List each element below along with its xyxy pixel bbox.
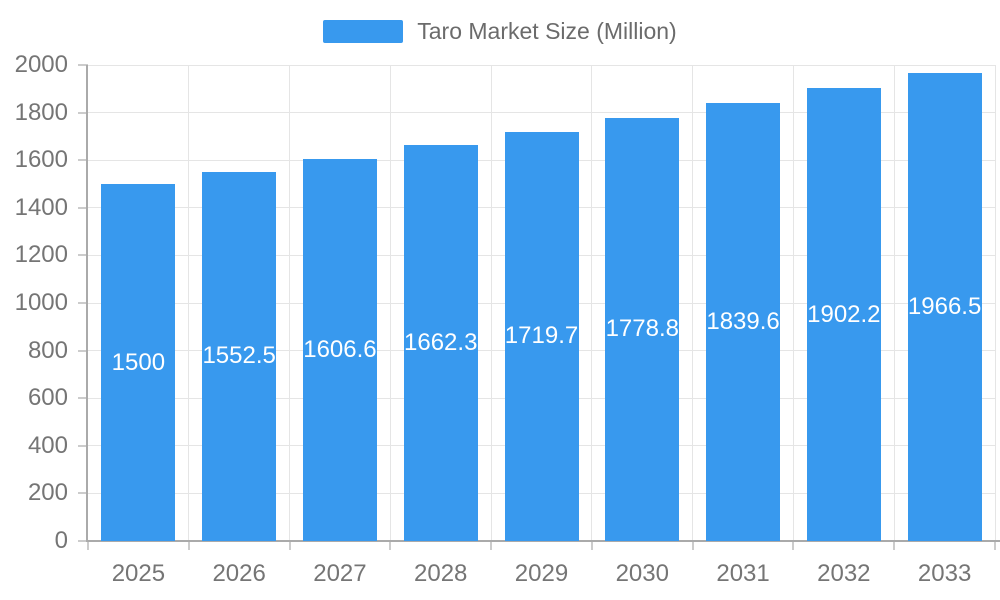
gridline-vertical bbox=[289, 65, 291, 541]
bar-value-label: 1500 bbox=[111, 348, 166, 376]
y-tick-label: 1200 bbox=[14, 241, 68, 269]
x-axis-tick bbox=[288, 541, 291, 550]
bar-value-label: 1719.7 bbox=[504, 322, 579, 350]
y-axis-tick bbox=[78, 159, 88, 162]
bar-2032 bbox=[806, 88, 881, 541]
gridline-vertical bbox=[692, 65, 694, 541]
x-axis-tick bbox=[691, 541, 694, 550]
y-axis-tick bbox=[78, 349, 88, 352]
y-axis-tick bbox=[78, 254, 88, 257]
bar-2027 bbox=[302, 158, 377, 541]
gridline-vertical bbox=[490, 65, 492, 541]
gridline-vertical bbox=[591, 65, 593, 541]
y-axis-tick bbox=[78, 206, 88, 209]
bar-2028 bbox=[403, 145, 478, 541]
x-tick-label: 2026 bbox=[212, 560, 266, 587]
y-axis-tick bbox=[78, 64, 88, 66]
bar-2033 bbox=[907, 72, 982, 541]
bar-2031 bbox=[706, 103, 781, 541]
bar-value-label: 1778.8 bbox=[605, 315, 679, 343]
y-tick-label: 200 bbox=[27, 479, 68, 507]
y-axis-line bbox=[86, 65, 88, 541]
y-tick-label: 1400 bbox=[14, 193, 68, 221]
y-tick-label: 0 bbox=[54, 527, 68, 554]
bar-value-label: 1966.5 bbox=[907, 292, 982, 320]
x-tick-label: 2033 bbox=[917, 560, 972, 587]
gridline-vertical bbox=[792, 65, 794, 541]
x-axis-tick bbox=[893, 541, 896, 550]
bar-2026 bbox=[202, 171, 277, 541]
legend-swatch-icon bbox=[323, 20, 404, 43]
x-axis-tick bbox=[187, 541, 190, 550]
gridline-horizontal bbox=[88, 112, 995, 114]
x-tick-label: 2029 bbox=[514, 560, 569, 587]
gridline-vertical bbox=[188, 65, 190, 541]
y-tick-label: 600 bbox=[27, 384, 68, 412]
legend-label: Taro Market Size (Million) bbox=[417, 18, 677, 44]
x-tick-label: 2030 bbox=[615, 560, 669, 587]
gridline-horizontal bbox=[88, 64, 995, 66]
x-axis-tick bbox=[490, 541, 493, 550]
bar-2030 bbox=[605, 117, 680, 541]
y-axis-tick bbox=[78, 492, 88, 495]
x-axis-line bbox=[86, 540, 1000, 542]
bar-value-label: 1552.5 bbox=[202, 342, 276, 370]
x-tick-label: 2027 bbox=[313, 560, 367, 587]
bar-value-label: 1902.2 bbox=[807, 300, 881, 328]
y-axis-tick bbox=[78, 444, 88, 447]
x-axis-tick bbox=[87, 541, 89, 550]
bar-2025 bbox=[101, 184, 176, 541]
y-tick-label: 1000 bbox=[14, 289, 68, 316]
legend-item[interactable]: Taro Market Size (Million) bbox=[0, 18, 1000, 45]
y-tick-label: 1600 bbox=[14, 146, 68, 174]
gridline-vertical bbox=[389, 65, 391, 541]
y-tick-label: 2000 bbox=[14, 51, 68, 78]
y-tick-label: 800 bbox=[27, 336, 68, 364]
gridline-vertical bbox=[893, 65, 895, 541]
x-axis-tick bbox=[994, 541, 996, 550]
y-tick-label: 400 bbox=[27, 431, 68, 459]
y-axis-tick bbox=[78, 111, 88, 114]
bar-2029 bbox=[504, 131, 579, 541]
x-axis-tick bbox=[389, 541, 392, 550]
x-tick-label: 2031 bbox=[716, 560, 770, 587]
bar-value-label: 1839.6 bbox=[706, 308, 780, 336]
y-tick-label: 1800 bbox=[14, 98, 68, 126]
y-axis-tick bbox=[78, 540, 88, 542]
x-tick-label: 2032 bbox=[817, 560, 871, 587]
y-axis-tick bbox=[78, 397, 88, 400]
x-axis-tick bbox=[792, 541, 795, 550]
x-tick-label: 2028 bbox=[414, 560, 468, 587]
gridline-vertical bbox=[994, 65, 996, 541]
bar-value-label: 1662.3 bbox=[404, 329, 478, 357]
y-axis-tick bbox=[78, 302, 88, 304]
x-axis-tick bbox=[590, 541, 593, 550]
x-tick-label: 2025 bbox=[111, 560, 166, 587]
bar-value-label: 1606.6 bbox=[303, 335, 377, 363]
